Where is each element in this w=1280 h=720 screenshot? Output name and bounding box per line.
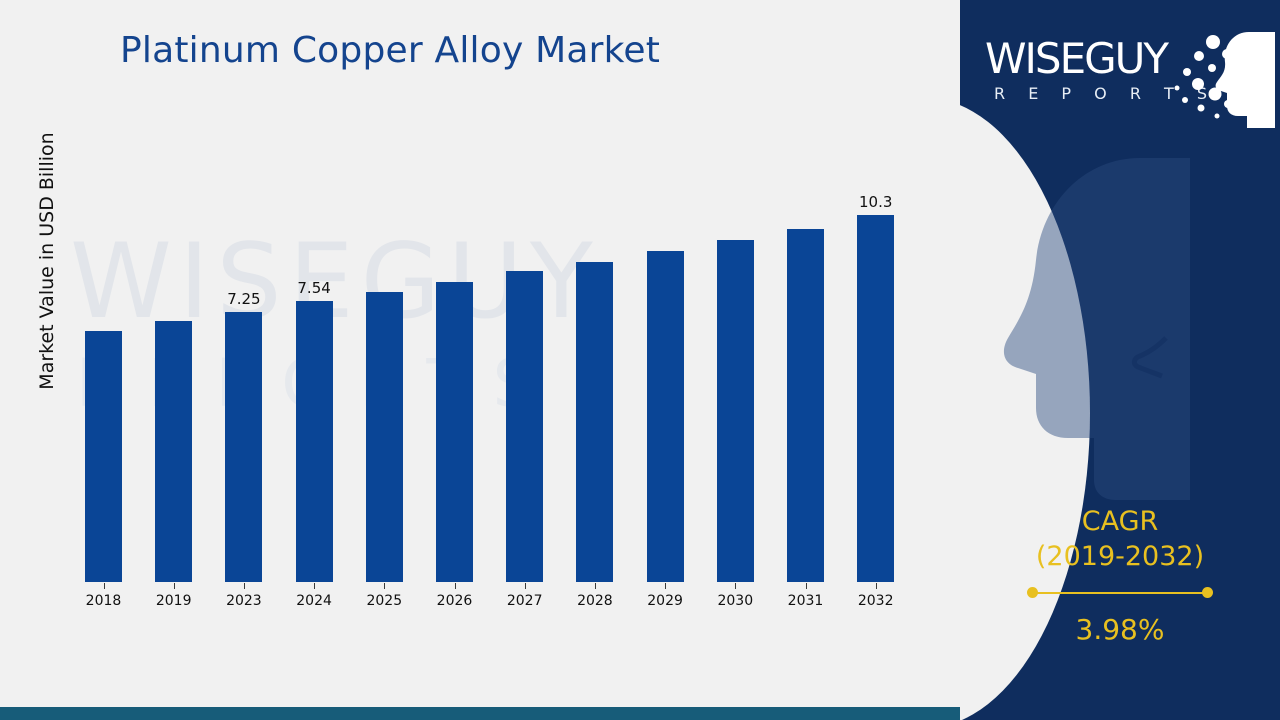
bar — [787, 229, 824, 582]
x-axis-label: 2031 — [787, 593, 824, 609]
divider-dot-left — [1027, 587, 1038, 598]
x-axis-tick — [735, 583, 737, 589]
bar-value-label: 7.54 — [297, 279, 331, 298]
x-axis-label: 2029 — [647, 593, 683, 609]
x-axis-tick — [594, 583, 596, 589]
bar — [155, 321, 193, 582]
brand-side-panel: WISEGUY R E P O R T S — [960, 0, 1280, 720]
cagr-title: CAGR — [1081, 506, 1159, 537]
bar — [436, 282, 473, 582]
bar — [85, 331, 122, 582]
x-axis-label: 2032 — [857, 593, 894, 609]
x-axis-label: 2030 — [717, 593, 754, 609]
bar — [506, 271, 544, 582]
divider-line — [1033, 592, 1207, 594]
x-axis-tick — [314, 583, 316, 589]
x-axis-label: 2025 — [366, 593, 403, 609]
logo-primary-text: WISEGUY — [985, 34, 1169, 83]
x-axis-tick — [524, 583, 526, 589]
bar-value-label: 10.3 — [858, 193, 893, 211]
x-axis-label: 2023 — [226, 593, 262, 609]
x-axis-tick — [454, 583, 456, 589]
divider-dot-right — [1202, 587, 1213, 598]
bar — [365, 291, 403, 582]
bar-value-label: 7.25 — [227, 290, 261, 309]
head-profile-icon — [1003, 158, 1190, 500]
brand-logo: WISEGUY R E P O R T S — [985, 32, 1275, 128]
x-axis-tick — [875, 583, 877, 589]
logo-secondary-text: R E P O R T S — [994, 84, 1217, 103]
cagr-value: 3.98% — [1075, 613, 1165, 646]
x-axis-label: 2027 — [506, 593, 543, 609]
bottom-accent-strip — [0, 707, 962, 720]
bar — [716, 239, 754, 582]
x-axis-tick — [103, 583, 105, 589]
cagr-period: (2019-2032) — [1035, 541, 1205, 572]
bar — [576, 261, 614, 582]
x-axis-tick — [173, 583, 175, 589]
chart-panel: Platinum Copper Alloy Market WISEGUY REP… — [0, 30, 962, 720]
x-axis-label: 2028 — [577, 593, 613, 609]
page-title: Platinum Copper Alloy Market — [120, 30, 661, 71]
logo-dot-pattern-icon — [1174, 32, 1275, 128]
x-axis-label: 2026 — [436, 593, 473, 609]
x-axis-label: 2019 — [155, 593, 192, 609]
cagr-divider — [1027, 587, 1213, 599]
x-axis-label: 2018 — [85, 593, 122, 609]
cagr-block: CAGR (2019-2032) 3.98% — [960, 505, 1280, 646]
x-axis-label: 2024 — [296, 593, 332, 609]
x-axis-tick — [243, 583, 245, 589]
bar — [857, 215, 895, 582]
bar — [225, 312, 263, 582]
bar-chart-plot: 2018 2019 7.25 2023 7.54 2024 2025 2026 2027 2028… — [85, 193, 895, 609]
bar — [295, 301, 333, 582]
bar — [646, 251, 684, 582]
x-axis-tick — [665, 583, 667, 589]
x-axis-tick — [384, 583, 386, 589]
x-axis-tick — [805, 583, 807, 589]
